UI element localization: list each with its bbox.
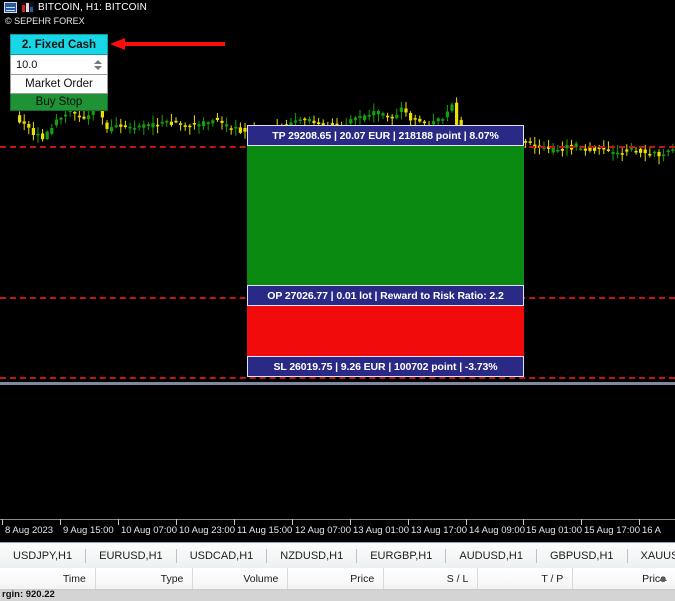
- axis-tick-label: 8 Aug 2023: [5, 525, 54, 536]
- tab-separator: [85, 549, 87, 563]
- sort-ascending-icon[interactable]: [659, 576, 667, 581]
- stepper-arrows[interactable]: [89, 55, 107, 74]
- terminal-status: rgin: 920.22: [0, 590, 675, 601]
- axis-tick-label: 14 Aug 09:00: [469, 525, 525, 536]
- axis-tick: [639, 519, 640, 525]
- axis-tick: [581, 519, 582, 525]
- axis-tick: [292, 519, 293, 525]
- tab-separator: [175, 549, 177, 563]
- stepper-up-icon[interactable]: [94, 59, 102, 64]
- bars-icon: [21, 2, 34, 13]
- terminal-column-type[interactable]: Type: [96, 568, 194, 589]
- tab-separator: [535, 549, 537, 563]
- tab-separator: [626, 549, 628, 563]
- axis-tick-label: 10 Aug 23:00: [179, 525, 235, 536]
- terminal-column-time[interactable]: Time: [0, 568, 96, 589]
- left-arrow-pointer-icon: [110, 38, 225, 50]
- risk-mode-button[interactable]: 2. Fixed Cash: [10, 34, 108, 55]
- loss-zone: [247, 297, 524, 357]
- tab-separator: [356, 549, 358, 563]
- chart-subtitle: © SEPEHR FOREX: [5, 16, 85, 26]
- symbol-tab-nzdusd[interactable]: NZDUSD,H1: [280, 550, 344, 562]
- chart-title: BITCOIN, H1: BITCOIN: [38, 2, 148, 13]
- sl-price-line: [0, 377, 675, 379]
- axis-tick-label: 12 Aug 07:00: [295, 525, 351, 536]
- open-price-label[interactable]: OP 27026.77 | 0.01 lot | Reward to Risk …: [247, 285, 524, 306]
- profit-zone: [247, 144, 524, 297]
- stepper-down-icon[interactable]: [94, 65, 102, 70]
- terminal-column-sl[interactable]: S / L: [384, 568, 479, 589]
- axis-tick-label: 10 Aug 07:00: [121, 525, 177, 536]
- axis-tick-label: 13 Aug 01:00: [353, 525, 409, 536]
- symbol-tab-eurusd[interactable]: EURUSD,H1: [99, 550, 163, 562]
- terminal-column-tp[interactable]: T / P: [478, 568, 574, 589]
- axis-tick: [350, 519, 351, 525]
- symbol-tab-bar[interactable]: USDJPY,H1 EURUSD,H1 USDCAD,H1 NZDUSD,H1 EURG…: [0, 542, 675, 570]
- trade-panel[interactable]: 2. Fixed Cash 10.0 Market Order Buy Stop: [10, 34, 108, 111]
- grid-icon: [4, 2, 17, 13]
- tab-separator: [445, 549, 447, 563]
- axis-tick: [408, 519, 409, 525]
- take-profit-label[interactable]: TP 29208.65 | 20.07 EUR | 218188 point |…: [247, 125, 524, 146]
- axis-tick: [60, 519, 61, 525]
- terminal-column-volume[interactable]: Volume: [193, 568, 289, 589]
- symbol-tab-audusd[interactable]: AUDUSD,H1: [459, 550, 523, 562]
- axis-tick-label: 15 Aug 01:00: [526, 525, 582, 536]
- symbol-tab-xauusd[interactable]: XAUUSD,H1: [640, 550, 675, 562]
- chart-title-bar: BITCOIN, H1: BITCOIN: [4, 2, 147, 13]
- amount-stepper[interactable]: 10.0: [10, 55, 108, 75]
- axis-tick: [523, 519, 524, 525]
- axis-tick-label: 15 Aug 17:00: [584, 525, 640, 536]
- order-type-button[interactable]: Market Order: [10, 75, 108, 94]
- chart-canvas[interactable]: BITCOIN, H1: BITCOIN © SEPEHR FOREX TP 2…: [0, 0, 675, 542]
- symbol-tab-usdcad[interactable]: USDCAD,H1: [189, 550, 254, 562]
- axis-tick: [118, 519, 119, 525]
- axis-tick-label: 13 Aug 17:00: [411, 525, 467, 536]
- time-axis: 8 Aug 2023 9 Aug 15:00 10 Aug 07:00 10 Aug …: [0, 519, 675, 542]
- symbol-tab-eurgbp[interactable]: EURGBP,H1: [370, 550, 433, 562]
- axis-tick: [176, 519, 177, 525]
- symbol-tab-gbpusd[interactable]: GBPUSD,H1: [549, 550, 614, 562]
- amount-value[interactable]: 10.0: [16, 58, 38, 71]
- tab-separator: [266, 549, 268, 563]
- axis-tick: [466, 519, 467, 525]
- terminal-column-price[interactable]: Price: [642, 572, 667, 585]
- stop-loss-label[interactable]: SL 26019.75 | 9.26 EUR | 100702 point | …: [247, 356, 524, 377]
- terminal-column-price[interactable]: Price: [288, 568, 385, 589]
- symbol-tab-usdjpy[interactable]: USDJPY,H1: [13, 550, 73, 562]
- buy-stop-button[interactable]: Buy Stop: [10, 94, 108, 111]
- axis-tick-label: 9 Aug 15:00: [63, 525, 114, 536]
- axis-tick: [234, 519, 235, 525]
- axis-tick: [2, 519, 3, 525]
- chart-subwindow-divider: [0, 382, 675, 385]
- axis-tick-label: 11 Aug 15:00: [237, 525, 293, 536]
- axis-tick-label: 16 A: [642, 525, 662, 536]
